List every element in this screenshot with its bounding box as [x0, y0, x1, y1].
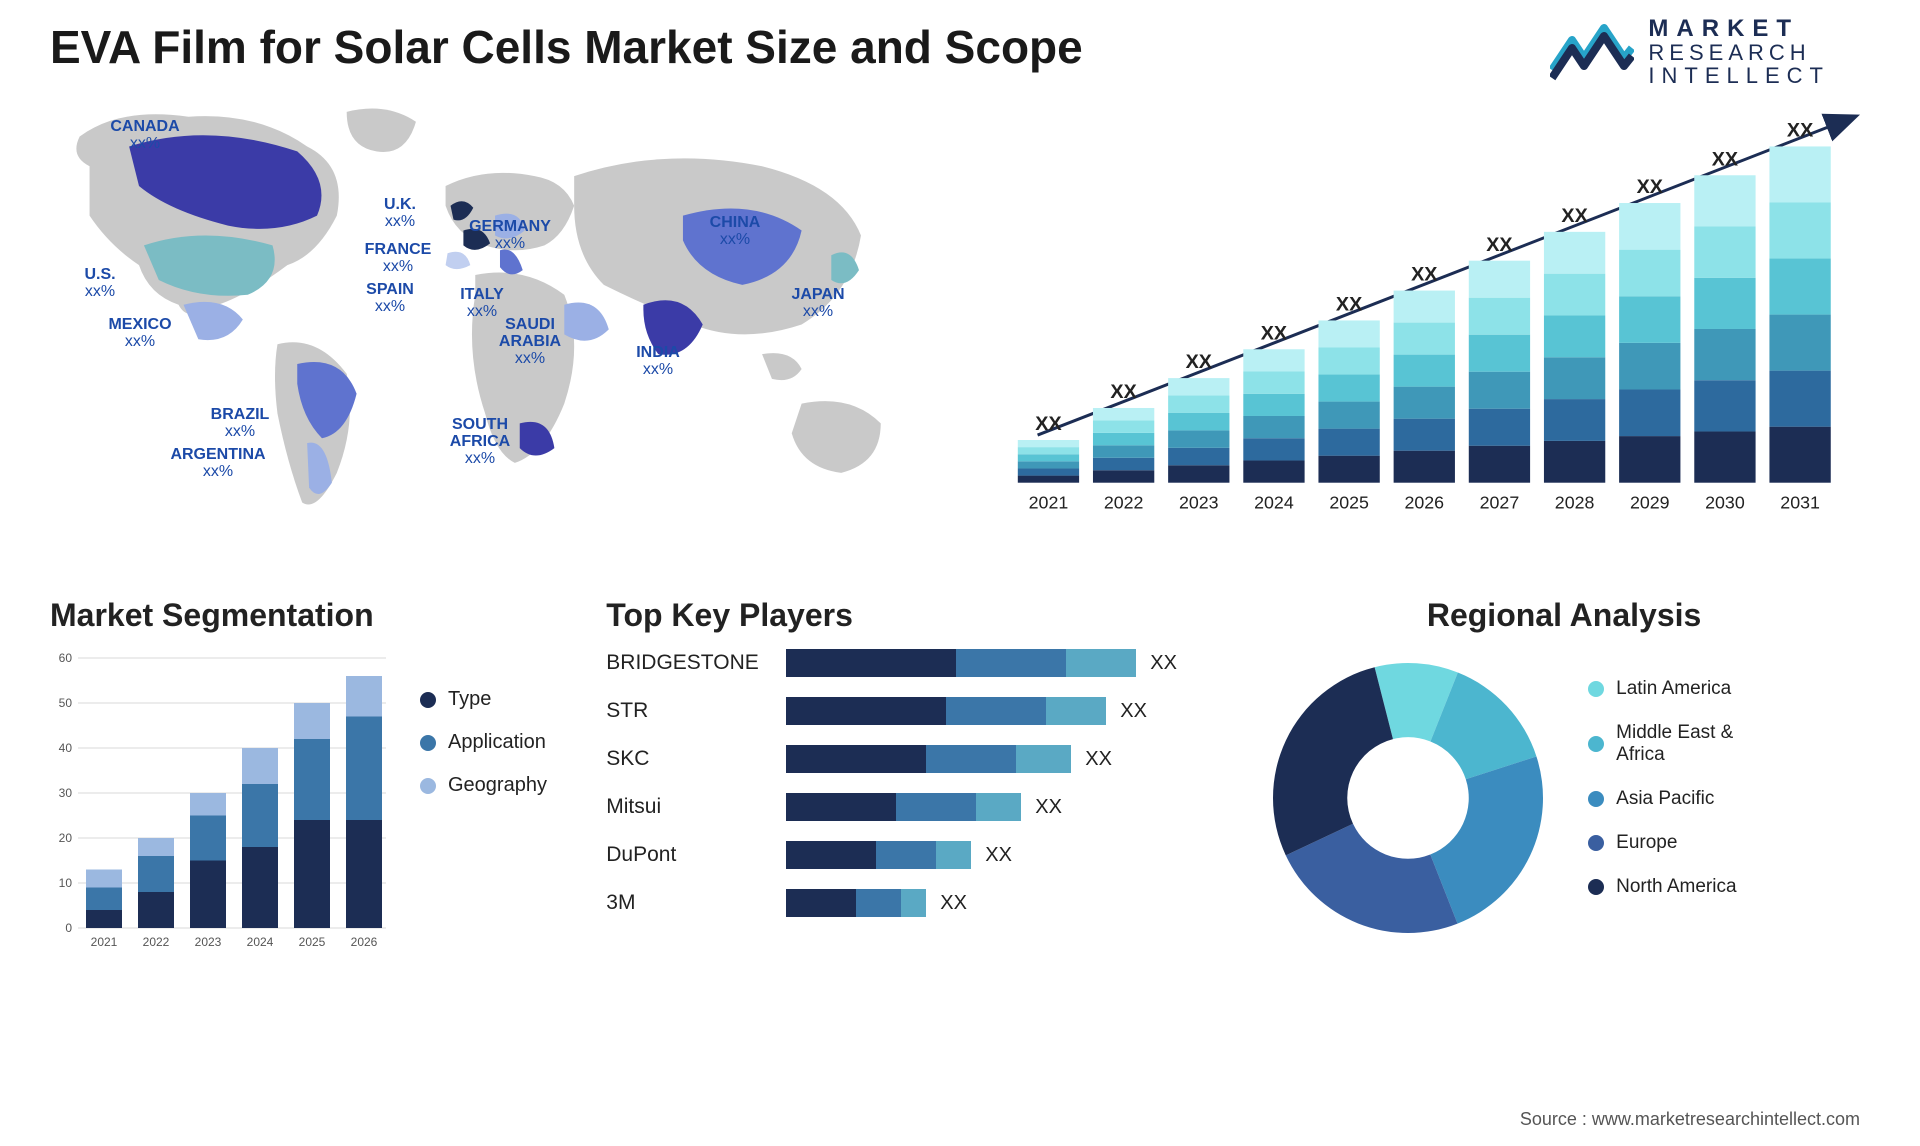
svg-text:2026: 2026 [351, 935, 378, 949]
region-legend-item: Asia Pacific [1588, 788, 1736, 810]
player-row: STR XX [606, 696, 1218, 726]
map-label: MEXICOxx% [108, 317, 171, 351]
player-value: XX [1150, 652, 1177, 675]
player-value: XX [940, 892, 967, 915]
svg-text:XX: XX [1110, 381, 1137, 403]
svg-text:2028: 2028 [1554, 493, 1594, 513]
player-row: 3M XX [606, 888, 1218, 918]
map-label: CANADAxx% [110, 119, 179, 153]
svg-text:XX: XX [1411, 264, 1438, 286]
svg-text:XX: XX [1035, 413, 1062, 435]
segmentation-legend-item: Geography [420, 774, 547, 797]
players-panel: Top Key Players BRIDGESTONEXXSTRXXSKCXXM… [606, 597, 1218, 958]
regional-panel: Regional Analysis Latin America Middle Ea… [1258, 597, 1870, 958]
growth-bar-chart: XX 2021 XX 2022 XX 2023 XX 2024 XX 2025 XX 2026 XX 20… [1000, 97, 1870, 537]
svg-text:2024: 2024 [247, 935, 274, 949]
region-legend-item: Europe [1588, 832, 1736, 854]
logo-line2: RESEARCH [1648, 41, 1830, 64]
svg-text:XX: XX [1636, 177, 1663, 199]
player-name: Mitsui [606, 795, 786, 819]
svg-text:2024: 2024 [1254, 493, 1294, 513]
players-title: Top Key Players [606, 597, 1218, 634]
player-row: BRIDGESTONE XX [606, 648, 1218, 678]
map-label: FRANCExx% [365, 242, 432, 276]
player-value: XX [1120, 700, 1147, 723]
segmentation-legend-item: Type [420, 688, 547, 711]
map-label: ARGENTINAxx% [170, 447, 265, 481]
svg-text:2022: 2022 [143, 935, 170, 949]
map-label: GERMANYxx% [469, 219, 551, 253]
player-bar [786, 793, 1021, 821]
map-label: U.S.xx% [84, 267, 115, 301]
segmentation-legend-item: Application [420, 731, 547, 754]
player-name: SKC [606, 747, 786, 771]
footer-source: Source : www.marketresearchintellect.com [1520, 1109, 1860, 1130]
logo-line1: MARKET [1648, 16, 1830, 41]
logo-line3: INTELLECT [1648, 64, 1830, 87]
map-label: ITALYxx% [460, 287, 504, 321]
map-label: CHINAxx% [710, 215, 761, 249]
player-row: DuPont XX [606, 840, 1218, 870]
player-bar [786, 697, 1106, 725]
svg-text:2021: 2021 [91, 935, 118, 949]
svg-text:2025: 2025 [299, 935, 326, 949]
svg-text:20: 20 [59, 831, 73, 845]
region-legend-item: Middle East &Africa [1588, 722, 1736, 766]
player-value: XX [985, 844, 1012, 867]
player-bar [786, 841, 971, 869]
player-name: DuPont [606, 843, 786, 867]
svg-text:60: 60 [59, 651, 73, 665]
regional-title: Regional Analysis [1258, 597, 1870, 634]
map-label: SAUDIARABIAxx% [499, 317, 561, 367]
svg-text:XX: XX [1711, 149, 1738, 171]
svg-text:50: 50 [59, 696, 73, 710]
map-label: SOUTHAFRICAxx% [450, 417, 510, 467]
page-title: EVA Film for Solar Cells Market Size and… [50, 20, 1083, 74]
svg-text:0: 0 [65, 921, 72, 935]
player-name: BRIDGESTONE [606, 651, 786, 675]
region-legend-item: Latin America [1588, 678, 1736, 700]
player-bar [786, 649, 1136, 677]
player-name: 3M [606, 891, 786, 915]
svg-text:40: 40 [59, 741, 73, 755]
player-name: STR [606, 699, 786, 723]
map-label: U.K.xx% [384, 197, 416, 231]
svg-text:30: 30 [59, 786, 73, 800]
svg-text:XX: XX [1787, 120, 1814, 142]
world-map: CANADAxx% U.S.xx% MEXICOxx% BRAZILxx% ARGENT… [50, 97, 980, 537]
region-legend-item: North America [1588, 876, 1736, 898]
player-bar [786, 745, 1071, 773]
map-label: BRAZILxx% [211, 407, 270, 441]
svg-text:2031: 2031 [1780, 493, 1820, 513]
brand-logo: MARKET RESEARCH INTELLECT [1550, 16, 1830, 87]
svg-text:XX: XX [1486, 234, 1513, 256]
player-value: XX [1085, 748, 1112, 771]
svg-text:XX: XX [1561, 205, 1588, 227]
svg-text:XX: XX [1336, 294, 1363, 316]
map-label: INDIAxx% [636, 345, 680, 379]
map-label: SPAINxx% [366, 282, 414, 316]
svg-text:2022: 2022 [1103, 493, 1143, 513]
svg-text:XX: XX [1185, 352, 1212, 374]
svg-text:2023: 2023 [195, 935, 222, 949]
player-row: Mitsui XX [606, 792, 1218, 822]
player-value: XX [1035, 796, 1062, 819]
segmentation-panel: Market Segmentation 0 10 20 30 40 50 60 2021 202… [50, 597, 566, 958]
svg-text:2026: 2026 [1404, 493, 1444, 513]
svg-text:10: 10 [59, 876, 73, 890]
svg-text:2030: 2030 [1705, 493, 1745, 513]
svg-text:2025: 2025 [1329, 493, 1369, 513]
map-label: JAPANxx% [791, 287, 844, 321]
svg-text:2023: 2023 [1179, 493, 1219, 513]
segmentation-title: Market Segmentation [50, 597, 566, 634]
svg-text:XX: XX [1260, 323, 1287, 345]
svg-text:2021: 2021 [1028, 493, 1068, 513]
player-row: SKC XX [606, 744, 1218, 774]
player-bar [786, 889, 926, 917]
svg-text:2029: 2029 [1630, 493, 1670, 513]
svg-text:2027: 2027 [1479, 493, 1519, 513]
